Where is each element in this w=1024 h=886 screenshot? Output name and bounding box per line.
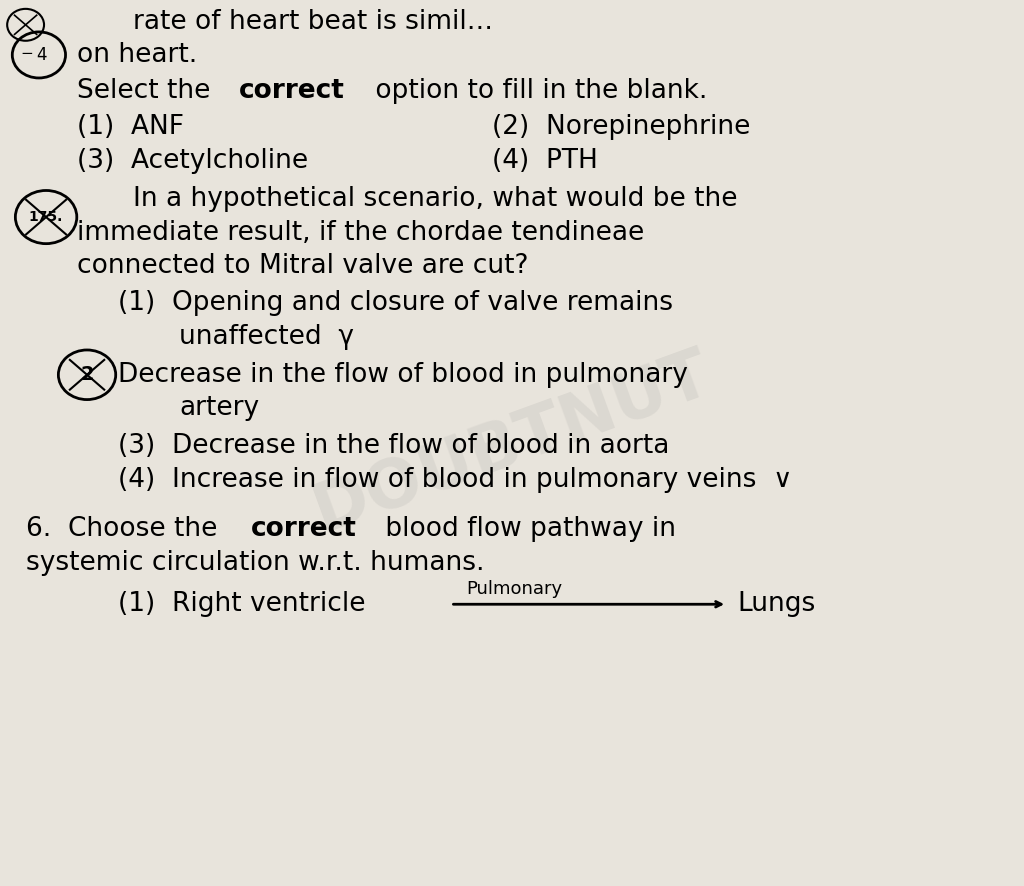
Text: 4: 4 — [37, 46, 47, 64]
Text: unaffected  γ: unaffected γ — [179, 323, 354, 350]
Text: (1)  ANF: (1) ANF — [77, 113, 183, 140]
Text: DOUBTNUT: DOUBTNUT — [304, 340, 720, 546]
Text: (1)  Opening and closure of valve remains: (1) Opening and closure of valve remains — [118, 290, 673, 316]
Text: Select the: Select the — [77, 78, 218, 105]
Text: option to fill in the blank.: option to fill in the blank. — [367, 78, 707, 105]
Text: (4)  Increase in flow of blood in pulmonary veins  ∨: (4) Increase in flow of blood in pulmona… — [118, 467, 793, 494]
Text: (2)  Norepinephrine: (2) Norepinephrine — [492, 113, 750, 140]
Text: systemic circulation w.r.t. humans.: systemic circulation w.r.t. humans. — [26, 549, 484, 576]
Text: 2: 2 — [80, 365, 94, 385]
Text: Decrease in the flow of blood in pulmonary: Decrease in the flow of blood in pulmona… — [118, 361, 688, 388]
Text: Lungs: Lungs — [737, 591, 815, 618]
Text: −: − — [20, 46, 33, 60]
Text: blood flow pathway in: blood flow pathway in — [377, 516, 676, 542]
Text: (4)  PTH: (4) PTH — [492, 148, 597, 175]
Text: (3)  Decrease in the flow of blood in aorta: (3) Decrease in the flow of blood in aor… — [118, 432, 669, 459]
Text: on heart.: on heart. — [77, 42, 197, 68]
Text: (3)  Acetylcholine: (3) Acetylcholine — [77, 148, 308, 175]
Text: artery: artery — [179, 394, 259, 421]
Text: correct: correct — [239, 78, 344, 105]
Text: correct: correct — [251, 516, 356, 542]
Text: In a hypothetical scenario, what would be the: In a hypothetical scenario, what would b… — [133, 186, 737, 213]
Text: connected to Mitral valve are cut?: connected to Mitral valve are cut? — [77, 253, 528, 279]
Text: 175.: 175. — [29, 210, 63, 224]
Text: 6.  Choose the: 6. Choose the — [26, 516, 225, 542]
Text: Pulmonary: Pulmonary — [466, 580, 562, 598]
Text: rate of heart beat is simil…: rate of heart beat is simil… — [133, 9, 494, 35]
Text: (1)  Right ventricle: (1) Right ventricle — [118, 591, 366, 618]
Text: immediate result, if the chordae tendineae: immediate result, if the chordae tendine… — [77, 220, 644, 246]
